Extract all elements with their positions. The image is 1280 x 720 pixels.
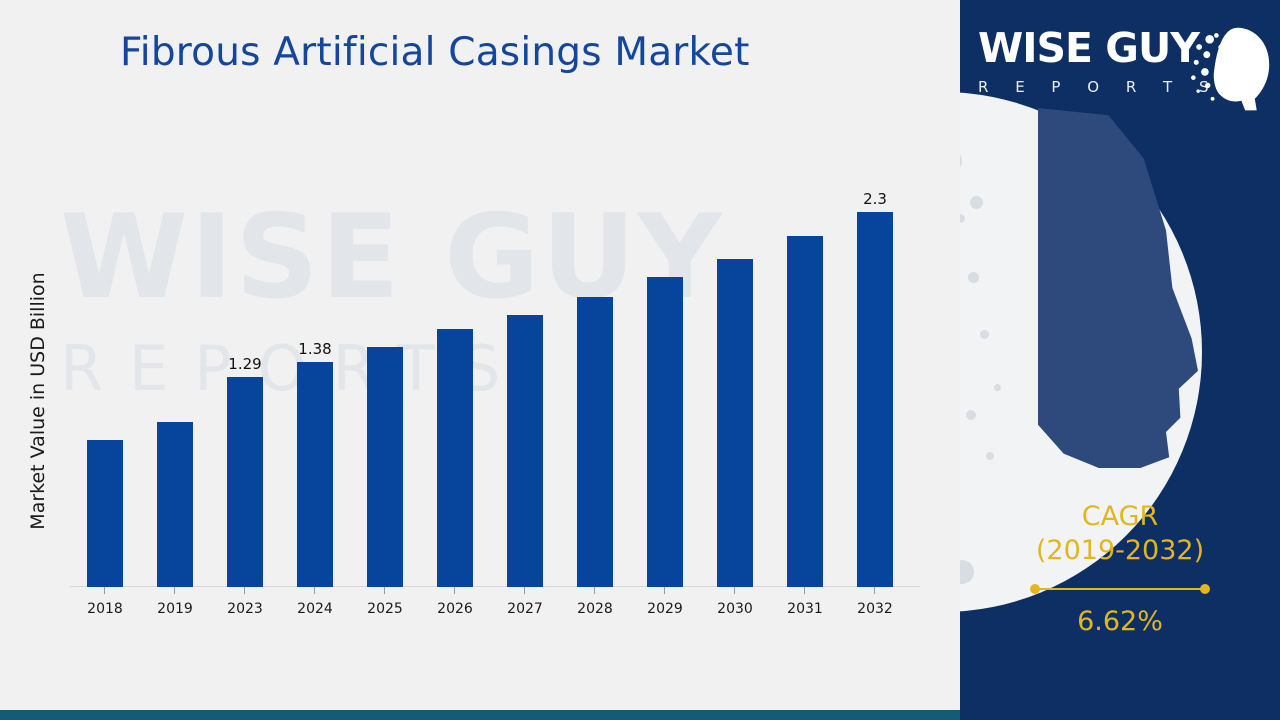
- bar-slot: 1.38 2024: [280, 150, 350, 617]
- x-tick-label-2024: 2024: [297, 601, 333, 617]
- bar-value-label-2023: 1.29: [228, 355, 262, 373]
- x-tick-label-2027: 2027: [507, 601, 543, 617]
- cagr-years: (2019-2032): [1035, 534, 1205, 566]
- cagr-value: 6.62%: [1077, 605, 1163, 637]
- x-tick: [664, 587, 665, 594]
- x-tick-label-2018: 2018: [87, 601, 123, 617]
- decorative-dot: [970, 196, 983, 209]
- bar-slot: 2027: [490, 150, 560, 617]
- x-tick-label-2023: 2023: [227, 601, 263, 617]
- page-title: Fibrous Artificial Casings Market: [120, 30, 750, 75]
- brand-logo-main: WISE GUY: [978, 24, 1200, 72]
- cagr-title: CAGR: [1081, 501, 1159, 532]
- bar-slot: 2026: [420, 150, 490, 617]
- cagr-divider: [1030, 583, 1210, 594]
- x-tick-label-2025: 2025: [367, 601, 403, 617]
- divider-line: [1035, 587, 1205, 590]
- decorative-dot: [986, 452, 994, 460]
- decorative-dot: [960, 214, 965, 223]
- x-tick: [874, 587, 875, 594]
- bar-2027[interactable]: [507, 315, 543, 587]
- x-tick: [804, 587, 805, 594]
- x-tick-label-2030: 2030: [717, 601, 753, 617]
- bar-slot: 2031: [770, 150, 840, 617]
- decorative-dot: [968, 272, 979, 283]
- decorative-dot: [994, 384, 1001, 391]
- x-tick-label-2031: 2031: [787, 601, 823, 617]
- decorative-dot: [960, 560, 974, 584]
- x-tick: [314, 587, 315, 594]
- decorative-dot: [960, 150, 962, 172]
- x-tick: [734, 587, 735, 594]
- bar-value-label-2024: 1.38: [298, 340, 332, 358]
- bar-slot: 2030: [700, 150, 770, 617]
- bar-slot: 2029: [630, 150, 700, 617]
- bar-slot: 2019: [140, 150, 210, 617]
- decorative-dot: [966, 410, 976, 420]
- bottom-accent-strip: [0, 710, 962, 720]
- x-tick: [594, 587, 595, 594]
- bar-slot: 2.3 2032: [840, 150, 910, 617]
- bar-2030[interactable]: [717, 259, 753, 587]
- bar-2024[interactable]: [297, 362, 333, 587]
- bar-value-label-2032: 2.3: [863, 190, 887, 208]
- bar-2019[interactable]: [157, 422, 193, 587]
- bar-slot: 2018: [70, 150, 140, 617]
- x-tick-label-2029: 2029: [647, 601, 683, 617]
- brand-logo: WISE GUY R E P O R T S: [978, 24, 1270, 111]
- x-tick: [104, 587, 105, 594]
- bar-2032[interactable]: [857, 212, 893, 587]
- brand-logo-subtitle: R E P O R T S: [978, 78, 1220, 96]
- decorative-dot: [980, 330, 989, 339]
- bar-slot: 2025: [350, 150, 420, 617]
- x-tick-label-2032: 2032: [857, 601, 893, 617]
- x-tick: [384, 587, 385, 594]
- bar-chart-plot-area: 2018 2019 1.29 2023 1.38 2024 2025 2026 2027 2028…: [70, 150, 920, 617]
- x-tick: [454, 587, 455, 594]
- x-tick-label-2026: 2026: [437, 601, 473, 617]
- bar-slot: 1.29 2023: [210, 150, 280, 617]
- x-tick: [244, 587, 245, 594]
- chart-panel: WISE GUY REPORTS Fibrous Artificial Casi…: [27, 30, 920, 617]
- bar-2028[interactable]: [577, 297, 613, 587]
- brand-panel: WISE GUY R E P O R T S CAGR (20: [960, 0, 1280, 720]
- bar-2023[interactable]: [227, 377, 263, 587]
- bar-2029[interactable]: [647, 277, 683, 587]
- divider-dot-right-icon: [1200, 583, 1210, 594]
- cagr-block: CAGR (2019-2032) 6.62%: [960, 500, 1280, 637]
- dotted-head-profile-icon: [1184, 27, 1270, 111]
- bar-2026[interactable]: [437, 329, 473, 587]
- x-tick: [174, 587, 175, 594]
- x-tick-label-2028: 2028: [577, 601, 613, 617]
- y-axis-label: Market Value in USD Billion: [27, 272, 49, 530]
- bar-2025[interactable]: [367, 347, 403, 587]
- bar-2031[interactable]: [787, 236, 823, 587]
- x-tick-label-2019: 2019: [157, 601, 193, 617]
- x-axis-line: [70, 586, 920, 587]
- bar-slot: 2028: [560, 150, 630, 617]
- bar-2018[interactable]: [87, 440, 123, 587]
- x-tick: [524, 587, 525, 594]
